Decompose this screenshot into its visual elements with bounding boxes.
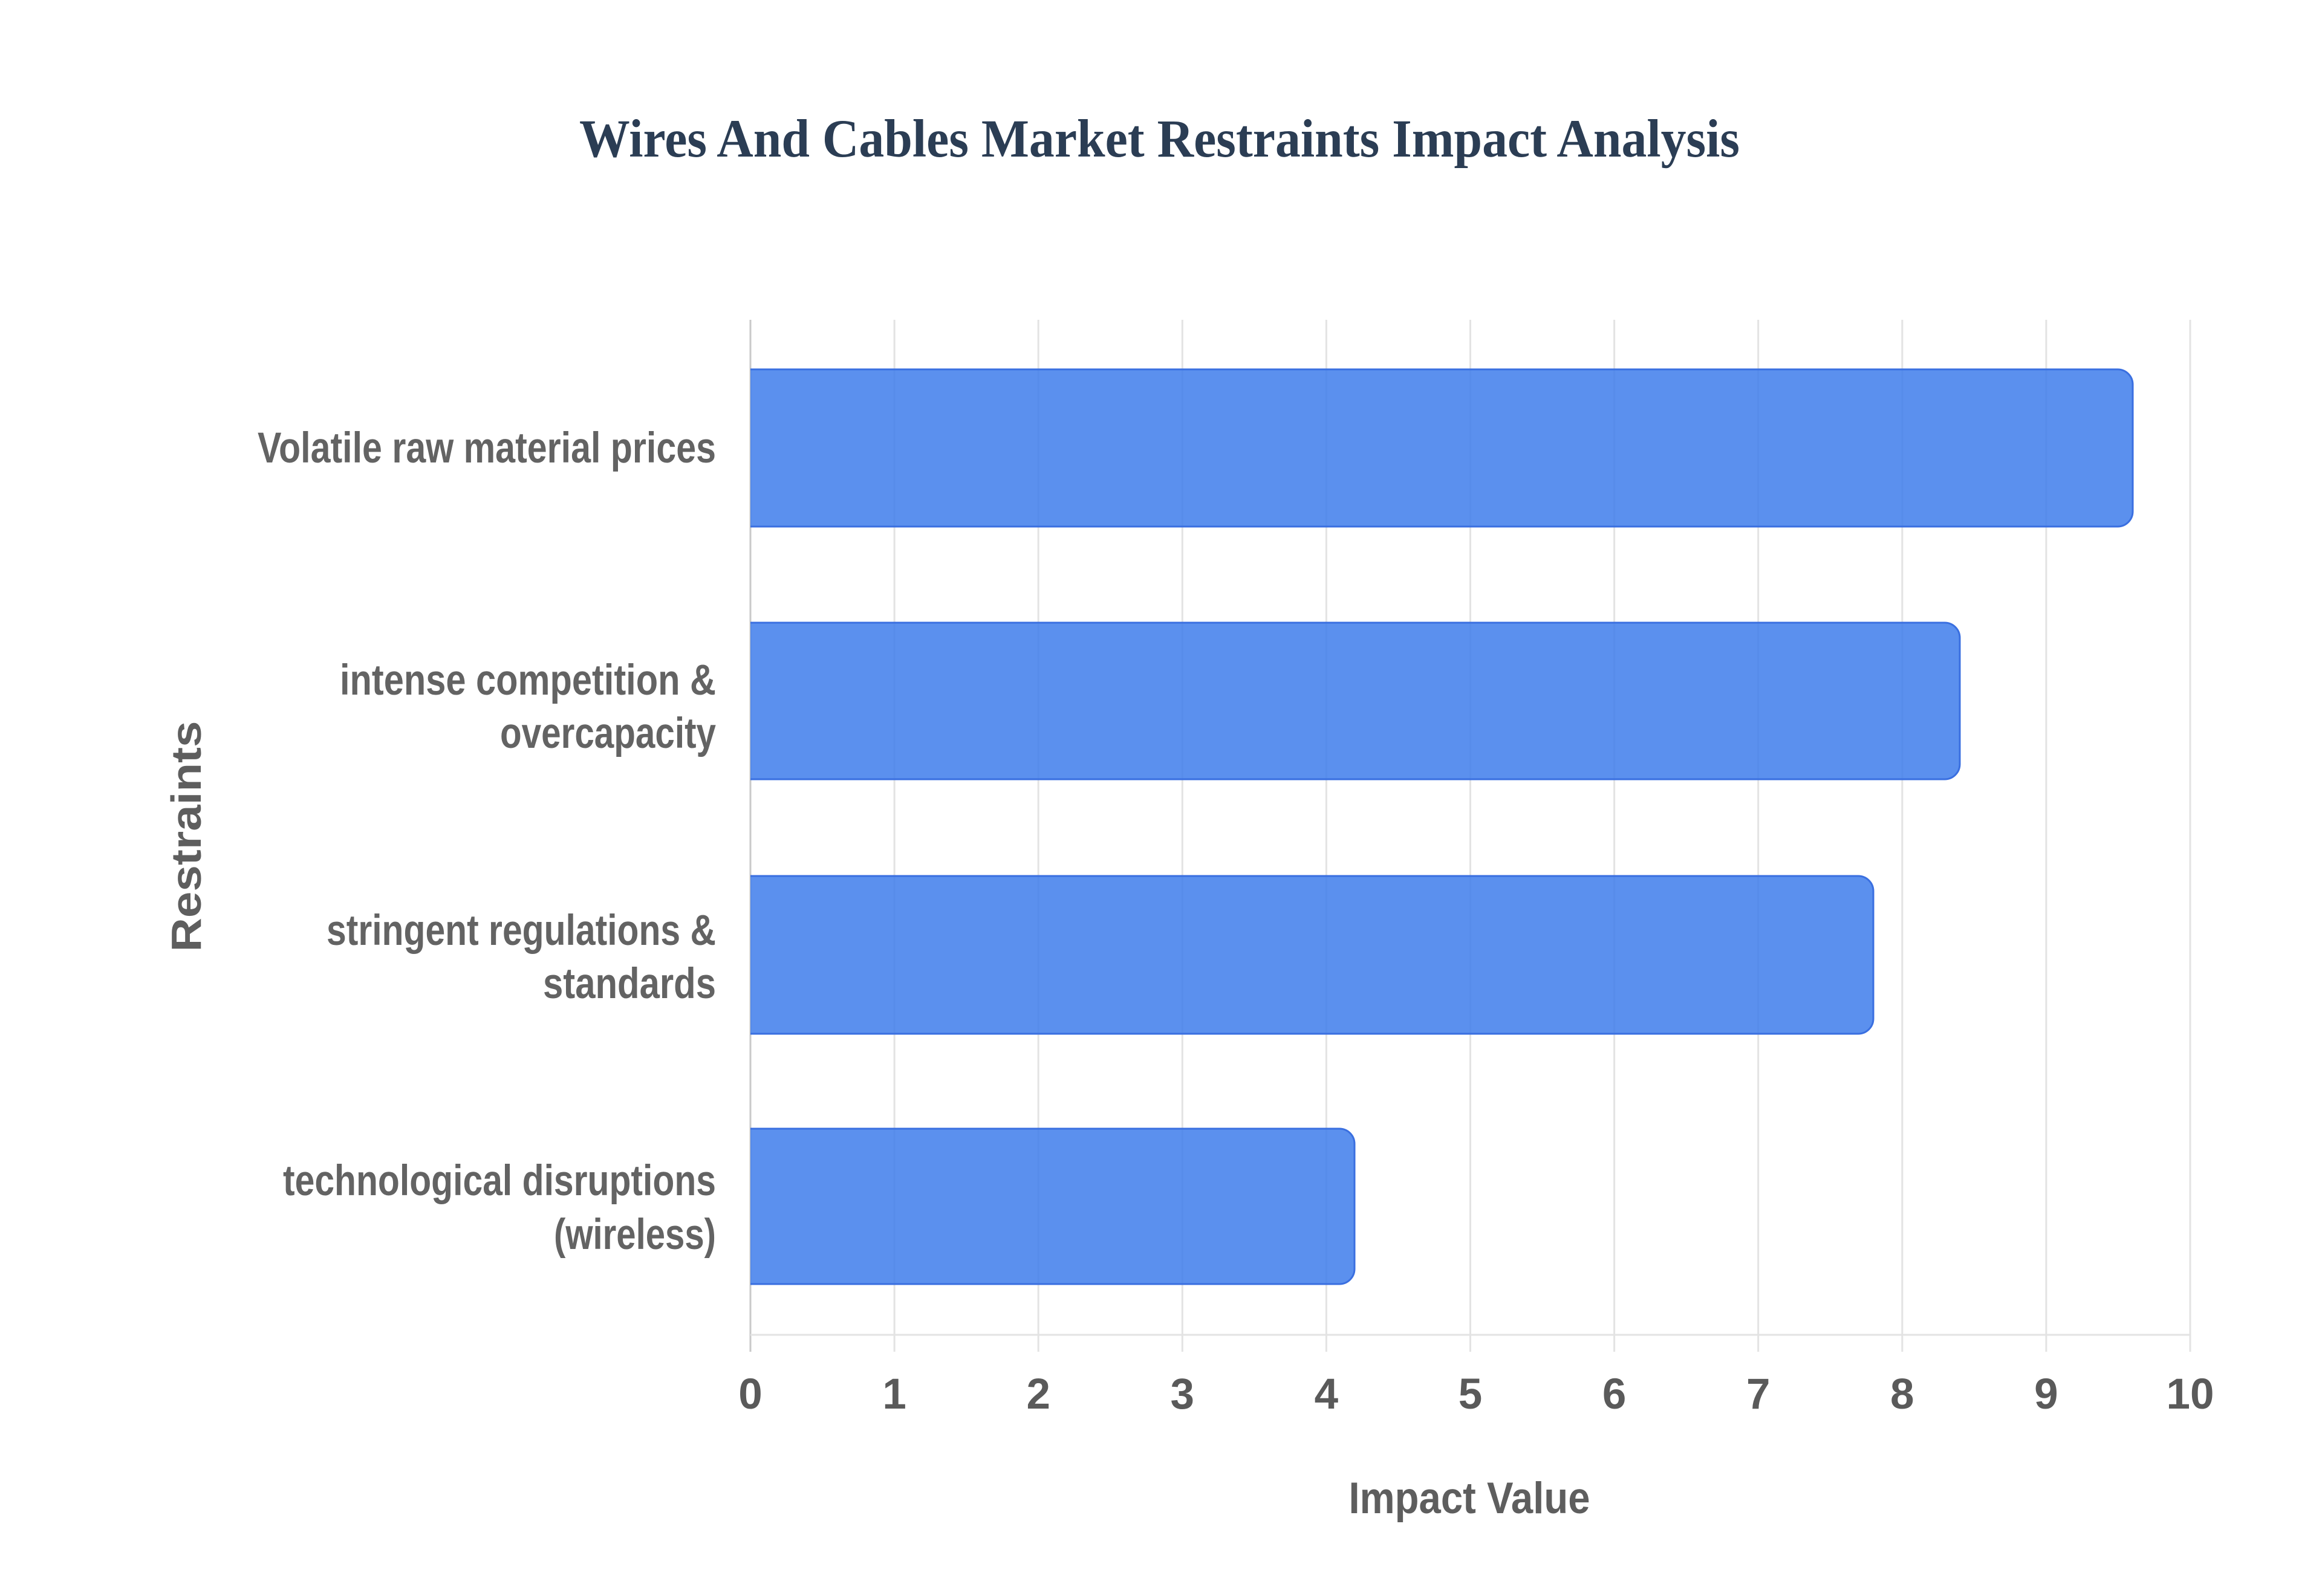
svg-text:intense competition &: intense competition & <box>340 657 716 704</box>
svg-text:5: 5 <box>1459 1371 1483 1418</box>
svg-text:9: 9 <box>2034 1371 2058 1418</box>
svg-text:8: 8 <box>1890 1371 1914 1418</box>
svg-text:overcapacity: overcapacity <box>500 710 716 757</box>
svg-text:Volatile raw material prices: Volatile raw material prices <box>258 424 716 472</box>
svg-text:technological disruptions: technological disruptions <box>283 1157 716 1205</box>
svg-text:1: 1 <box>882 1371 906 1418</box>
svg-text:Restraints: Restraints <box>163 721 210 952</box>
svg-text:6: 6 <box>1602 1371 1627 1418</box>
svg-text:standards: standards <box>543 960 716 1008</box>
svg-text:0: 0 <box>738 1371 763 1418</box>
svg-text:10: 10 <box>2167 1371 2214 1418</box>
svg-text:3: 3 <box>1171 1371 1195 1418</box>
svg-text:4: 4 <box>1315 1371 1339 1418</box>
svg-text:Wires And Cables Market Restra: Wires And Cables Market Restraints Impac… <box>579 109 1740 169</box>
svg-text:2: 2 <box>1026 1371 1050 1418</box>
svg-text:stringent regulations &: stringent regulations & <box>327 907 716 955</box>
svg-text:7: 7 <box>1746 1371 1771 1418</box>
svg-text:(wireless): (wireless) <box>554 1211 716 1259</box>
svg-text:Impact Value: Impact Value <box>1349 1474 1590 1523</box>
